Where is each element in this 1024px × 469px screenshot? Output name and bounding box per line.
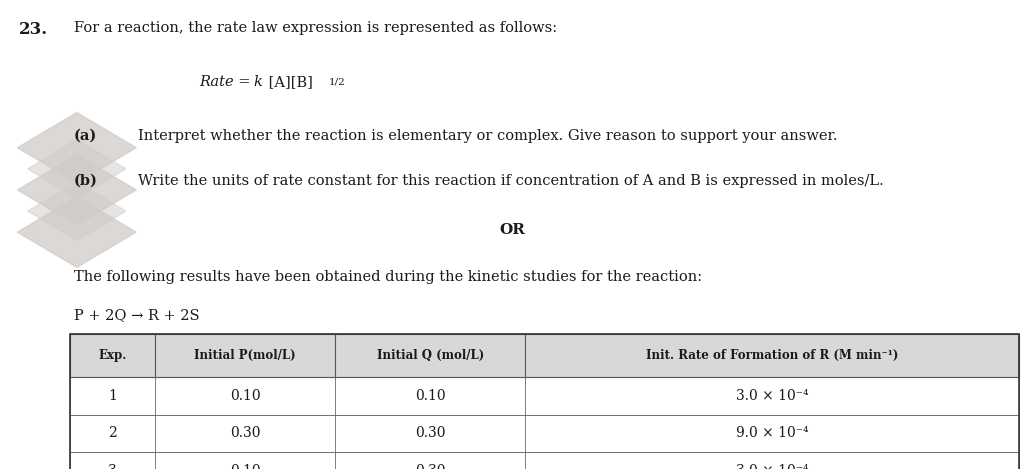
- Text: 0.10: 0.10: [230, 389, 260, 403]
- Text: 3: 3: [108, 464, 117, 469]
- Text: 1/2: 1/2: [329, 77, 345, 86]
- Text: Rate =: Rate =: [200, 75, 256, 89]
- Text: 0.10: 0.10: [415, 389, 445, 403]
- Bar: [70, 415, 1019, 452]
- Bar: [70, 334, 1019, 377]
- Polygon shape: [28, 182, 126, 240]
- Text: k: k: [253, 75, 262, 89]
- Polygon shape: [17, 113, 136, 183]
- Text: For a reaction, the rate law expression is represented as follows:: For a reaction, the rate law expression …: [74, 21, 557, 35]
- Text: Init. Rate of Formation of R (M min⁻¹): Init. Rate of Formation of R (M min⁻¹): [646, 349, 898, 362]
- Text: (b): (b): [74, 174, 97, 188]
- Text: P + 2Q → R + 2S: P + 2Q → R + 2S: [74, 308, 200, 322]
- Text: 2: 2: [108, 426, 117, 440]
- Text: Exp.: Exp.: [98, 349, 127, 362]
- Text: Interpret whether the reaction is elementary or complex. Give reason to support : Interpret whether the reaction is elemen…: [138, 129, 838, 143]
- Text: 9.0 × 10⁻⁴: 9.0 × 10⁻⁴: [736, 426, 808, 440]
- Text: (a): (a): [74, 129, 97, 143]
- Text: 23.: 23.: [18, 21, 47, 38]
- Text: The following results have been obtained during the kinetic studies for the reac: The following results have been obtained…: [74, 270, 701, 284]
- Text: OR: OR: [499, 223, 525, 237]
- Text: Initial P(mol/L): Initial P(mol/L): [195, 349, 296, 362]
- Text: 0.30: 0.30: [230, 426, 260, 440]
- Text: Initial Q (mol/L): Initial Q (mol/L): [377, 349, 484, 362]
- Text: Write the units of rate constant for this reaction if concentration of A and B i: Write the units of rate constant for thi…: [138, 174, 884, 188]
- Text: 0.10: 0.10: [230, 464, 260, 469]
- Bar: [70, 452, 1019, 469]
- Bar: [70, 334, 1019, 469]
- Text: [A][B]: [A][B]: [264, 75, 313, 89]
- Bar: [70, 377, 1019, 415]
- Text: 0.30: 0.30: [415, 464, 445, 469]
- Text: 1: 1: [108, 389, 117, 403]
- Text: 0.30: 0.30: [415, 426, 445, 440]
- Polygon shape: [17, 155, 136, 225]
- Text: 3.0 × 10⁻⁴: 3.0 × 10⁻⁴: [736, 389, 808, 403]
- Polygon shape: [28, 140, 126, 198]
- Polygon shape: [17, 197, 136, 267]
- Text: 3.0 × 10⁻⁴: 3.0 × 10⁻⁴: [736, 464, 808, 469]
